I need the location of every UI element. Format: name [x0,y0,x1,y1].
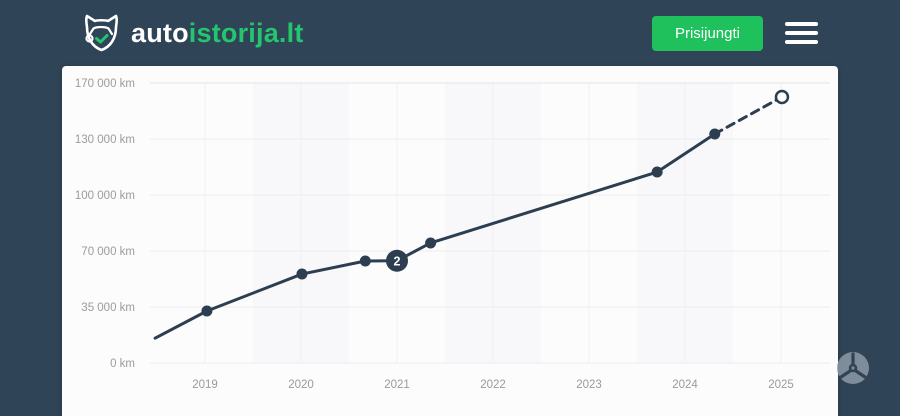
logo-cat-car-icon [84,14,119,52]
y-axis-label: 70 000 km [81,246,135,258]
nav-right: Prisijungti [651,15,818,51]
top-nav: autoistorija.lt Prisijungti [0,0,900,66]
data-point[interactable] [651,166,663,178]
data-point[interactable] [296,268,308,280]
logo-text-istorija: istorija.lt [188,17,304,48]
data-point[interactable] [425,237,437,249]
x-axis-label: 2023 [576,379,602,391]
y-axis-label: 35 000 km [81,302,135,314]
data-point-badge[interactable] [386,249,408,272]
trend-line-segment [429,170,659,245]
x-axis-label: 2021 [384,379,410,391]
logo-wheel-icon [85,34,94,43]
logo-text-auto: auto [131,17,189,48]
projected-data-point[interactable] [774,89,790,105]
y-axis-label: 0 km [110,358,135,370]
logo-check-icon [95,34,109,44]
chart-card: 2019 2020 2021 2022 2023 2024 2025 170 000 km 13… [62,66,838,416]
hamburger-bar [785,40,818,44]
x-axis-label: 2024 [672,379,698,391]
trend-line-segment [300,259,367,276]
x-axis-label: 2020 [288,379,314,391]
data-point[interactable] [201,305,213,317]
hamburger-bar [785,31,818,35]
data-point[interactable] [359,255,371,267]
logo-text: autoistorija.lt [131,17,304,48]
y-axis-label: 100 000 km [75,190,135,202]
login-button[interactable]: Prisijungti [651,15,763,51]
logo[interactable]: autoistorija.lt [78,11,304,55]
trend-line-segment [655,132,717,174]
data-point[interactable] [709,128,721,140]
trend-line-dashed-segment [713,95,784,136]
mileage-history-chart: 2019 2020 2021 2022 2023 2024 2025 170 000 km 13… [75,78,830,391]
trend-line-segment [205,272,304,313]
y-axis-label: 170 000 km [75,78,135,90]
hamburger-bar [785,22,818,26]
watermark-wheel-icon [835,350,871,386]
hamburger-menu-icon[interactable] [785,20,818,46]
x-axis-label: 2022 [480,379,506,391]
data-point-badge-count: 2 [394,254,401,268]
y-axis-label: 130 000 km [75,134,135,146]
x-axis-label: 2025 [768,379,794,391]
trend-line-segment [153,309,209,340]
x-axis-label: 2019 [192,379,218,391]
